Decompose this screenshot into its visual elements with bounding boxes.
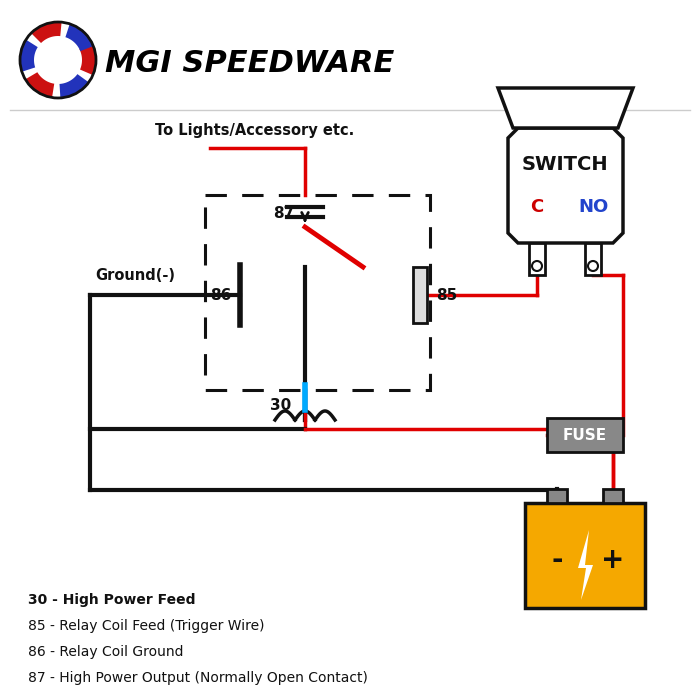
Text: 87: 87: [273, 206, 294, 220]
Polygon shape: [498, 88, 633, 128]
Text: NO: NO: [578, 198, 608, 216]
Polygon shape: [578, 530, 593, 600]
Text: -: -: [552, 546, 563, 574]
Bar: [547, 489, 567, 503]
Polygon shape: [508, 128, 623, 243]
Text: 86: 86: [210, 288, 232, 302]
Text: Ground(-): Ground(-): [95, 267, 175, 283]
Bar: [525, 503, 645, 608]
Bar: [603, 489, 623, 503]
Text: 87 - High Power Output (Normally Open Contact): 87 - High Power Output (Normally Open Co…: [28, 671, 368, 685]
Bar: [205, 195, 430, 390]
Text: C: C: [531, 198, 544, 216]
Circle shape: [588, 261, 598, 271]
Polygon shape: [60, 74, 89, 98]
Polygon shape: [65, 24, 93, 51]
Bar: [413, 267, 427, 323]
Text: FUSE: FUSE: [563, 428, 607, 442]
Text: +: +: [601, 546, 624, 574]
Text: To Lights/Accessory etc.: To Lights/Accessory etc.: [155, 122, 354, 137]
Polygon shape: [25, 72, 54, 97]
Polygon shape: [31, 22, 62, 43]
Text: MGI SPEEDWARE: MGI SPEEDWARE: [105, 48, 394, 78]
Bar: [529, 243, 545, 275]
Polygon shape: [79, 43, 96, 75]
Polygon shape: [20, 40, 38, 71]
Text: 30 - High Power Feed: 30 - High Power Feed: [28, 593, 195, 607]
Bar: [585, 243, 601, 275]
Text: 30: 30: [270, 398, 291, 412]
Text: 85 - Relay Coil Feed (Trigger Wire): 85 - Relay Coil Feed (Trigger Wire): [28, 619, 265, 633]
Circle shape: [532, 261, 542, 271]
Text: 86 - Relay Coil Ground: 86 - Relay Coil Ground: [28, 645, 183, 659]
Text: 85: 85: [436, 288, 457, 302]
Bar: [547, 418, 623, 452]
Text: SWITCH: SWITCH: [522, 155, 608, 174]
